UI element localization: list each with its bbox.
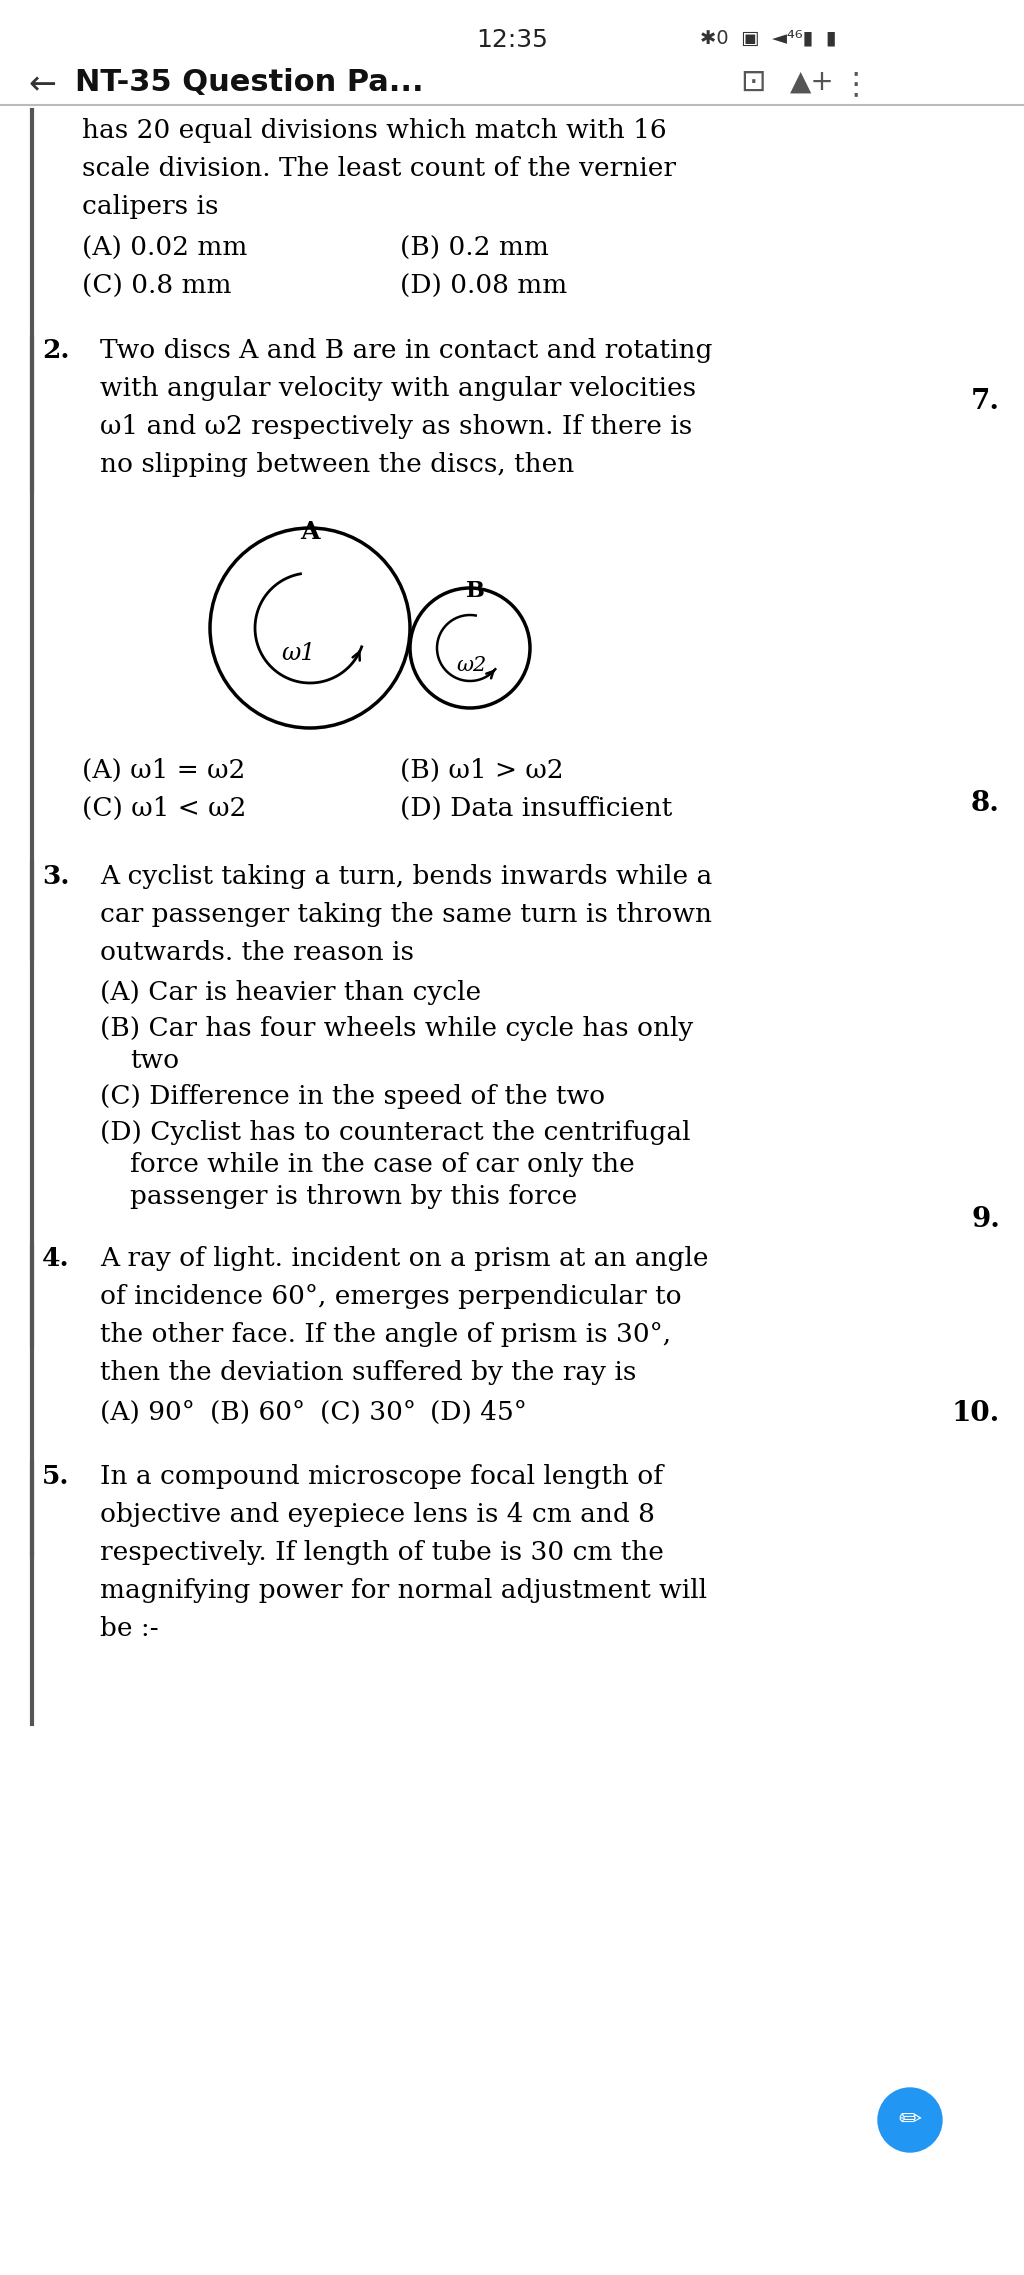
Text: car passenger taking the same turn is thrown: car passenger taking the same turn is th… — [100, 901, 712, 926]
Text: (C) ω1 < ω2: (C) ω1 < ω2 — [82, 796, 247, 821]
Text: ✏: ✏ — [898, 2107, 922, 2134]
Text: A ray of light. incident on a prism at an angle: A ray of light. incident on a prism at a… — [100, 1247, 709, 1272]
Text: 9.: 9. — [971, 1206, 1000, 1233]
Text: 5.: 5. — [42, 1465, 70, 1490]
Text: In a compound microscope focal length of: In a compound microscope focal length of — [100, 1465, 663, 1490]
Text: (C) Difference in the speed of the two: (C) Difference in the speed of the two — [100, 1083, 605, 1108]
Text: ▲+: ▲+ — [790, 68, 835, 96]
Text: ω1 and ω2 respectively as shown. If there is: ω1 and ω2 respectively as shown. If ther… — [100, 414, 692, 439]
Text: with angular velocity with angular velocities: with angular velocity with angular veloc… — [100, 375, 696, 400]
Text: (D) Cyclist has to counteract the centrifugal: (D) Cyclist has to counteract the centri… — [100, 1119, 690, 1144]
Text: ω2: ω2 — [457, 655, 487, 676]
Text: ✱0  ▣  ◄⁴⁶▮  ▮: ✱0 ▣ ◄⁴⁶▮ ▮ — [700, 27, 837, 48]
Text: calipers is: calipers is — [82, 193, 218, 218]
Text: (D) Data insufficient: (D) Data insufficient — [400, 796, 672, 821]
Text: (A) Car is heavier than cycle: (A) Car is heavier than cycle — [100, 981, 481, 1006]
Text: (C) 0.8 mm: (C) 0.8 mm — [82, 273, 231, 298]
Text: ⊡: ⊡ — [740, 68, 766, 98]
Text: (B) 60°: (B) 60° — [210, 1399, 305, 1424]
Text: ω1: ω1 — [281, 642, 315, 664]
Text: B: B — [466, 580, 484, 603]
Text: A cyclist taking a turn, bends inwards while a: A cyclist taking a turn, bends inwards w… — [100, 864, 713, 890]
Text: 12:35: 12:35 — [476, 27, 548, 52]
Text: (D) 45°: (D) 45° — [430, 1399, 527, 1424]
Text: 8.: 8. — [971, 789, 1000, 817]
Text: passenger is thrown by this force: passenger is thrown by this force — [130, 1183, 578, 1208]
Text: Two discs A and B are in contact and rotating: Two discs A and B are in contact and rot… — [100, 339, 713, 364]
Text: (A) 90°: (A) 90° — [100, 1399, 195, 1424]
Text: be :-: be :- — [100, 1615, 159, 1640]
Circle shape — [878, 2088, 942, 2152]
Text: 2.: 2. — [42, 339, 70, 364]
Text: scale division. The least count of the vernier: scale division. The least count of the v… — [82, 157, 676, 182]
Text: ←: ← — [28, 68, 56, 100]
Text: (D) 0.08 mm: (D) 0.08 mm — [400, 273, 567, 298]
Text: A: A — [300, 521, 319, 544]
Text: (B) 0.2 mm: (B) 0.2 mm — [400, 237, 549, 262]
Text: has 20 equal divisions which match with 16: has 20 equal divisions which match with … — [82, 118, 667, 143]
Text: 4.: 4. — [42, 1247, 70, 1272]
Text: (B) Car has four wheels while cycle has only: (B) Car has four wheels while cycle has … — [100, 1017, 693, 1042]
Text: 7.: 7. — [971, 389, 1000, 414]
Text: of incidence 60°, emerges perpendicular to: of incidence 60°, emerges perpendicular … — [100, 1283, 682, 1308]
Text: 10.: 10. — [951, 1399, 1000, 1426]
Text: 3.: 3. — [42, 864, 70, 890]
Text: magnifying power for normal adjustment will: magnifying power for normal adjustment w… — [100, 1579, 707, 1604]
Text: then the deviation suffered by the ray is: then the deviation suffered by the ray i… — [100, 1360, 636, 1385]
Text: objective and eyepiece lens is 4 cm and 8: objective and eyepiece lens is 4 cm and … — [100, 1502, 655, 1527]
Text: (A) ω1 = ω2: (A) ω1 = ω2 — [82, 758, 246, 783]
Text: ⋮: ⋮ — [840, 71, 870, 100]
Text: NT-35 Question Pa...: NT-35 Question Pa... — [75, 68, 424, 98]
Text: (B) ω1 > ω2: (B) ω1 > ω2 — [400, 758, 563, 783]
Text: (A) 0.02 mm: (A) 0.02 mm — [82, 237, 248, 262]
Text: force while in the case of car only the: force while in the case of car only the — [130, 1151, 635, 1176]
Text: outwards. the reason is: outwards. the reason is — [100, 940, 414, 965]
Text: respectively. If length of tube is 30 cm the: respectively. If length of tube is 30 cm… — [100, 1540, 664, 1565]
Text: the other face. If the angle of prism is 30°,: the other face. If the angle of prism is… — [100, 1322, 671, 1347]
Text: no slipping between the discs, then: no slipping between the discs, then — [100, 453, 574, 478]
Text: two: two — [130, 1049, 179, 1074]
Text: (C) 30°: (C) 30° — [319, 1399, 416, 1424]
